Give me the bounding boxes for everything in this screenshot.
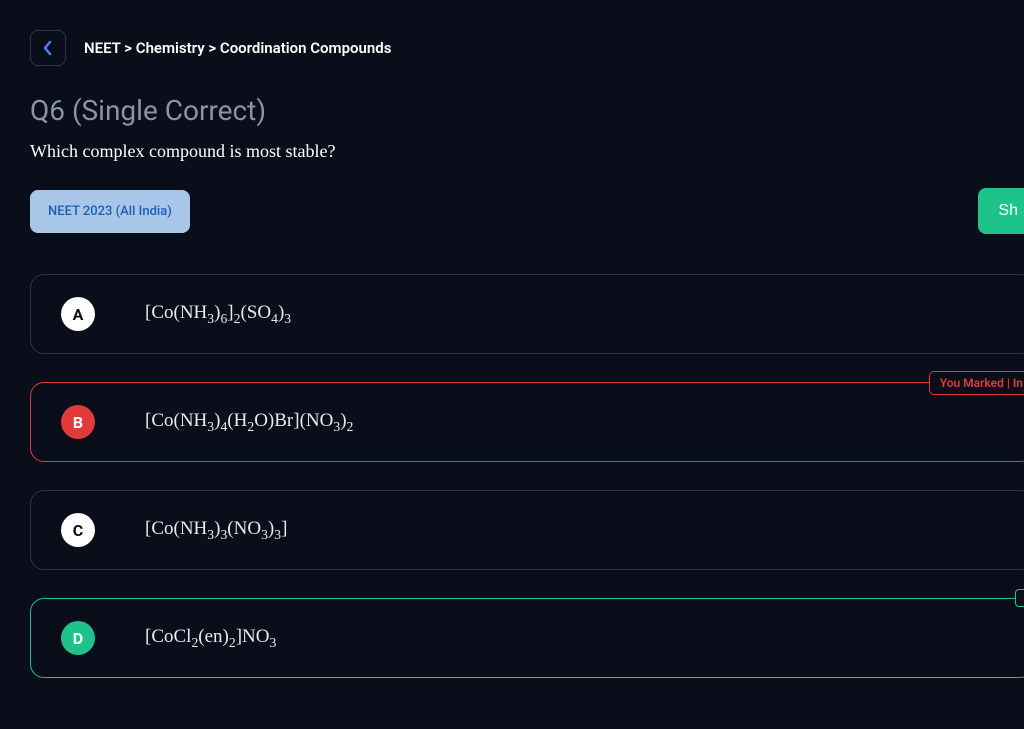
share-button[interactable]: Sh bbox=[978, 188, 1024, 234]
correct-badge bbox=[1015, 589, 1024, 607]
option-b[interactable]: You Marked | In B [Co(NH3)4(H2O)Br](NO3)… bbox=[30, 382, 1024, 462]
option-formula: [Co(NH3)6]2(SO4)3 bbox=[145, 302, 291, 327]
option-a[interactable]: A [Co(NH3)6]2(SO4)3 bbox=[30, 274, 1024, 354]
exam-tag[interactable]: NEET 2023 (All India) bbox=[30, 190, 190, 233]
header-row: NEET > Chemistry > Coordination Compound… bbox=[30, 30, 1024, 66]
question-text: Which complex compound is most stable? bbox=[30, 141, 1024, 162]
option-formula: [Co(NH3)3(NO3)3] bbox=[145, 518, 287, 543]
chevron-left-icon bbox=[42, 40, 54, 56]
option-letter: C bbox=[61, 513, 95, 547]
option-formula: [CoCl2(en)2]NO3 bbox=[145, 626, 276, 651]
back-button[interactable] bbox=[30, 30, 66, 66]
option-letter: D bbox=[61, 621, 95, 655]
option-d[interactable]: D [CoCl2(en)2]NO3 bbox=[30, 598, 1024, 678]
you-marked-badge: You Marked | In bbox=[929, 371, 1024, 395]
options-list: A [Co(NH3)6]2(SO4)3 You Marked | In B [C… bbox=[30, 274, 1024, 678]
option-formula: [Co(NH3)4(H2O)Br](NO3)2 bbox=[145, 410, 353, 435]
breadcrumb[interactable]: NEET > Chemistry > Coordination Compound… bbox=[84, 39, 391, 57]
option-letter: B bbox=[61, 405, 95, 439]
tag-row: NEET 2023 (All India) Sh bbox=[30, 188, 1024, 234]
option-letter: A bbox=[61, 297, 95, 331]
question-number: Q6 (Single Correct) bbox=[30, 94, 1024, 127]
option-c[interactable]: C [Co(NH3)3(NO3)3] bbox=[30, 490, 1024, 570]
